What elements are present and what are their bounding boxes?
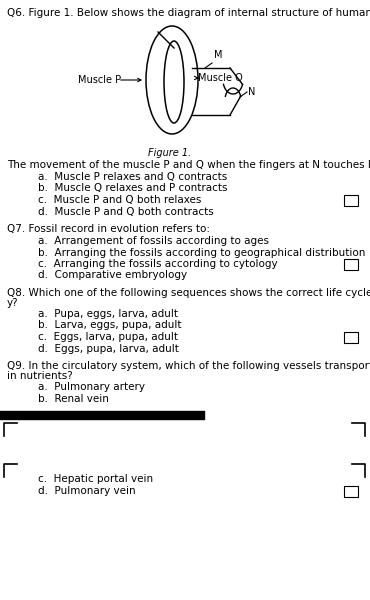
Text: a.  Pulmonary artery: a. Pulmonary artery	[38, 382, 145, 392]
FancyBboxPatch shape	[344, 332, 358, 343]
Text: N: N	[248, 87, 255, 97]
Text: Q7. Fossil record in evolution refers to:: Q7. Fossil record in evolution refers to…	[7, 224, 210, 234]
Text: d.  Pulmonary vein: d. Pulmonary vein	[38, 485, 136, 496]
Text: b.  Arranging the fossils according to geographical distribution: b. Arranging the fossils according to ge…	[38, 247, 366, 257]
Text: y?: y?	[7, 298, 18, 308]
Text: c.  Arranging the fossils according to cytology: c. Arranging the fossils according to cy…	[38, 259, 278, 269]
Text: Q8. Which one of the following sequences shows the correct life cycle of a butte: Q8. Which one of the following sequences…	[7, 288, 370, 298]
Text: b.  Renal vein: b. Renal vein	[38, 394, 109, 403]
Text: Muscle Q: Muscle Q	[198, 73, 243, 83]
Text: a.  Arrangement of fossils according to ages: a. Arrangement of fossils according to a…	[38, 236, 269, 246]
Text: d.  Eggs, pupa, larva, adult: d. Eggs, pupa, larva, adult	[38, 343, 179, 353]
Ellipse shape	[164, 41, 184, 123]
Text: d.  Muscle P and Q both contracts: d. Muscle P and Q both contracts	[38, 206, 214, 217]
Text: Figure 1.: Figure 1.	[148, 148, 191, 158]
FancyBboxPatch shape	[344, 485, 358, 497]
Text: a.  Muscle P relaxes and Q contracts: a. Muscle P relaxes and Q contracts	[38, 172, 227, 182]
Text: c.  Hepatic portal vein: c. Hepatic portal vein	[38, 474, 153, 484]
Text: Muscle P: Muscle P	[78, 75, 121, 85]
Text: d.  Comparative embryology: d. Comparative embryology	[38, 271, 187, 280]
Text: b.  Larva, eggs, pupa, adult: b. Larva, eggs, pupa, adult	[38, 320, 182, 331]
Text: a.  Pupa, eggs, larva, adult: a. Pupa, eggs, larva, adult	[38, 309, 178, 319]
Text: Q6. Figure 1. Below shows the diagram of internal structure of human arm: Q6. Figure 1. Below shows the diagram of…	[7, 8, 370, 18]
FancyBboxPatch shape	[344, 259, 358, 270]
Text: c.  Muscle P and Q both relaxes: c. Muscle P and Q both relaxes	[38, 195, 201, 205]
Text: Q9. In the circulatory system, which of the following vessels transports blood r: Q9. In the circulatory system, which of …	[7, 361, 370, 371]
Text: in nutrients?: in nutrients?	[7, 371, 73, 381]
Text: The movement of the muscle P and Q when the fingers at N touches M is: The movement of the muscle P and Q when …	[7, 160, 370, 170]
Text: c.  Eggs, larva, pupa, adult: c. Eggs, larva, pupa, adult	[38, 332, 178, 342]
Text: b.  Muscle Q relaxes and P contracts: b. Muscle Q relaxes and P contracts	[38, 184, 228, 193]
FancyBboxPatch shape	[344, 195, 358, 206]
Text: M: M	[214, 50, 222, 60]
